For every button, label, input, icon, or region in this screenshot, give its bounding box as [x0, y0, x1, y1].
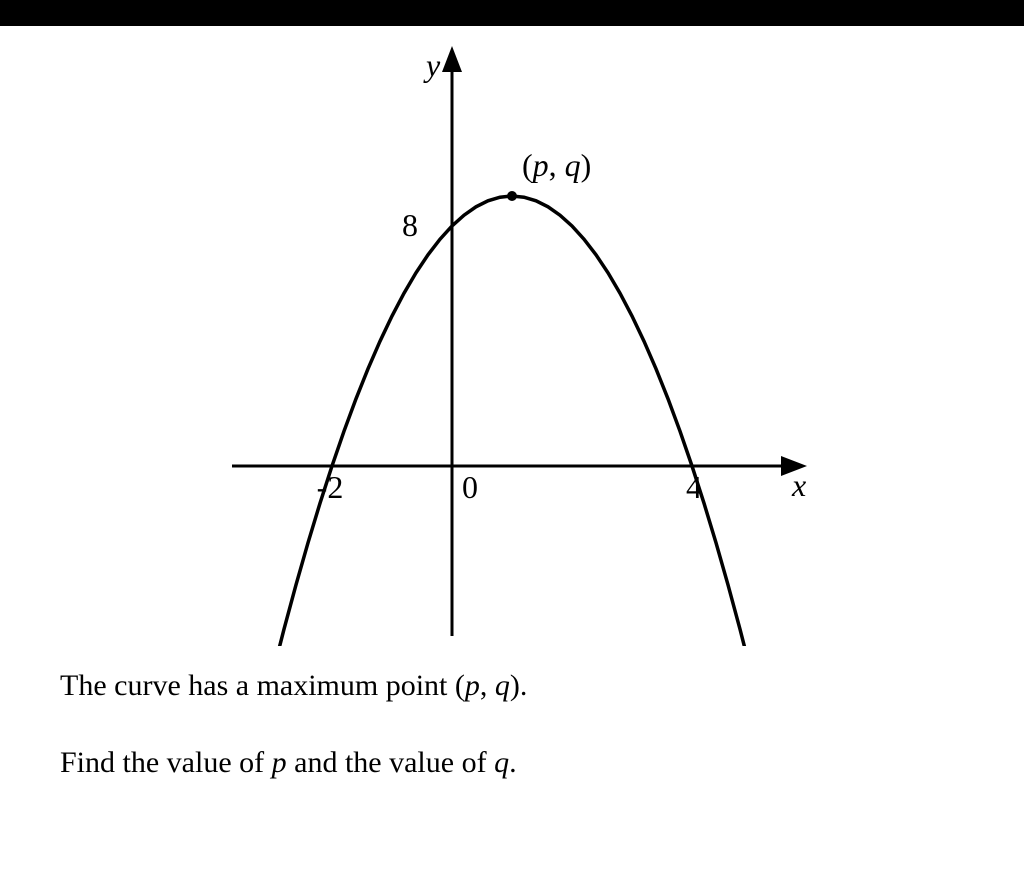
l2-q: q [494, 746, 509, 779]
page-content: y x 8 0 -2 4 (p, q) The curve has a maxi… [0, 36, 1024, 783]
text-line-1: The curve has a maximum point (p, q). [60, 666, 964, 707]
vertex-point [507, 191, 517, 201]
l1-q: q [495, 669, 510, 702]
origin-label: 0 [462, 469, 478, 505]
l1-suffix: ). [510, 669, 528, 702]
top-black-bar [0, 0, 1024, 26]
figure-container: y x 8 0 -2 4 (p, q) [0, 36, 1024, 646]
l2-suffix: . [509, 746, 517, 779]
prose-block: The curve has a maximum point (p, q). Fi… [0, 646, 1024, 783]
whiteout [212, 36, 812, 646]
l1-prefix: The curve has a maximum point ( [60, 669, 465, 702]
l1-sep: , [480, 669, 495, 702]
l2-prefix: Find the value of [60, 746, 272, 779]
vertex-label: (p, q) [522, 147, 591, 183]
text-line-2: Find the value of p and the value of q. [60, 743, 964, 784]
l1-p: p [465, 669, 480, 702]
x-axis-label: x [791, 467, 806, 503]
x-intercept-4-label: 4 [686, 469, 702, 505]
y-intercept-label: 8 [402, 207, 418, 243]
parabola-figure: y x 8 0 -2 4 (p, q) [212, 36, 812, 646]
l2-p: p [272, 746, 287, 779]
x-intercept-neg2-label: -2 [317, 469, 344, 505]
l2-mid: and the value of [287, 746, 494, 779]
y-axis-label: y [423, 47, 441, 83]
